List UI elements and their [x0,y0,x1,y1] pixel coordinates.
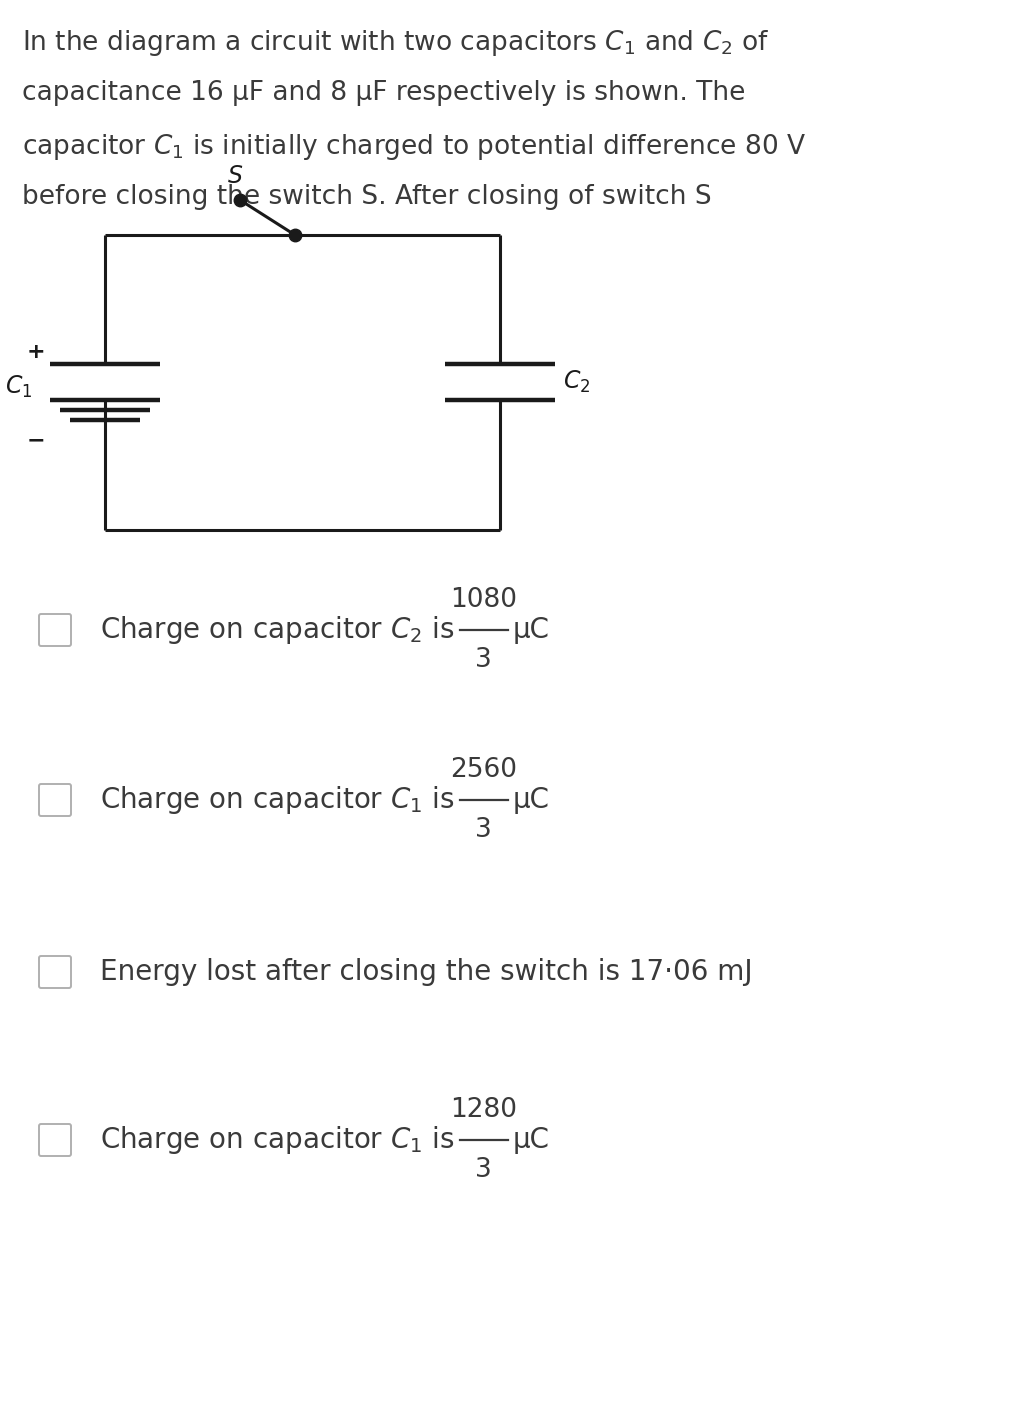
FancyBboxPatch shape [39,1123,71,1156]
Text: 3: 3 [475,817,493,844]
Text: 3: 3 [475,1157,493,1183]
Text: capacitance 16 μF and 8 μF respectively is shown. The: capacitance 16 μF and 8 μF respectively … [22,81,745,106]
Text: μC: μC [513,786,550,814]
Text: Charge on capacitor $C_1$ is: Charge on capacitor $C_1$ is [100,784,456,815]
Text: +: + [27,342,45,362]
Text: Charge on capacitor $C_1$ is: Charge on capacitor $C_1$ is [100,1123,456,1156]
Text: μC: μC [513,616,550,644]
Text: −: − [27,430,45,449]
FancyBboxPatch shape [39,957,71,988]
Text: μC: μC [513,1126,550,1154]
Text: $C_1$: $C_1$ [5,374,32,400]
Text: before closing the switch S. After closing of switch S: before closing the switch S. After closi… [22,184,712,211]
FancyBboxPatch shape [39,784,71,815]
Text: 2560: 2560 [451,757,517,783]
Text: 1080: 1080 [451,586,517,613]
Text: Energy lost after closing the switch is 17·06 mJ: Energy lost after closing the switch is … [100,958,753,986]
Text: S: S [228,164,243,188]
Text: In the diagram a circuit with two capacitors $C_1$ and $C_2$ of: In the diagram a circuit with two capaci… [22,28,769,58]
Text: capacitor $C_1$ is initially charged to potential difference 80 V: capacitor $C_1$ is initially charged to … [22,131,806,162]
FancyBboxPatch shape [39,615,71,646]
Text: Charge on capacitor $C_2$ is: Charge on capacitor $C_2$ is [100,615,456,646]
Text: 1280: 1280 [451,1096,517,1123]
Text: 3: 3 [475,647,493,673]
Text: $C_2$: $C_2$ [563,369,591,396]
